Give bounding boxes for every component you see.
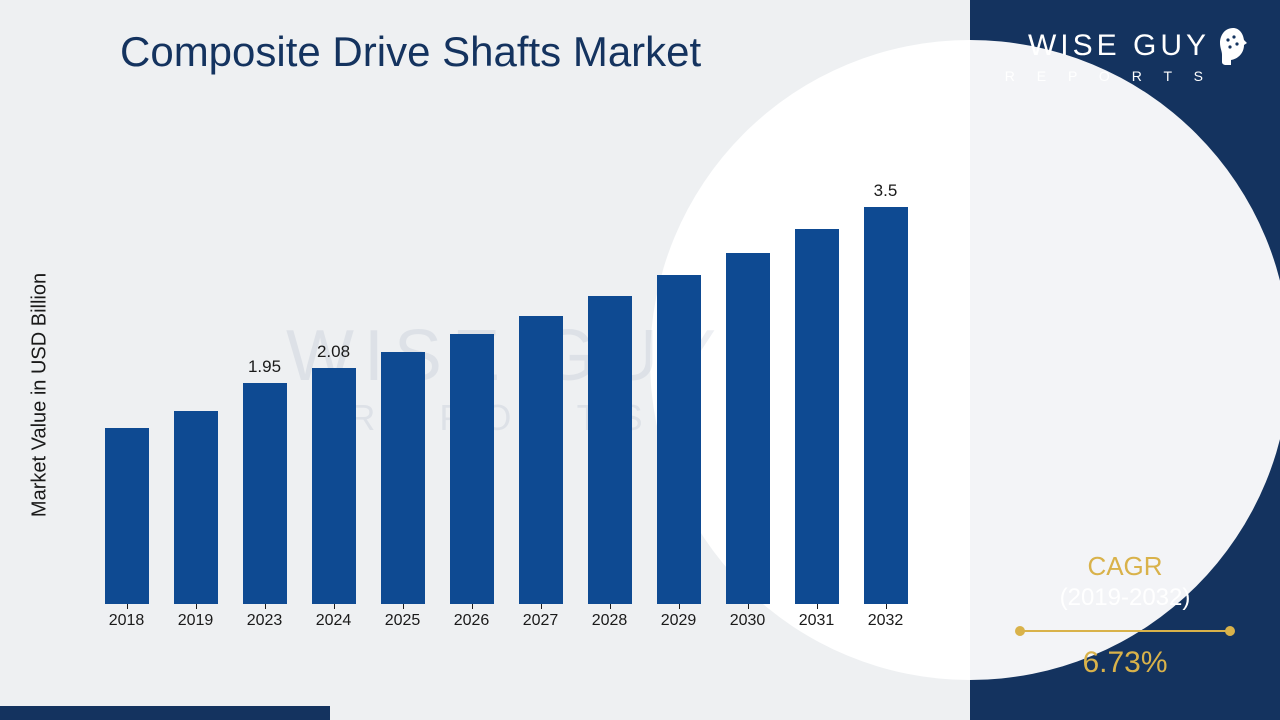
x-axis-label: 2026	[437, 604, 506, 640]
page-root: Composite Drive Shafts Market WISE GUY R…	[0, 0, 1280, 720]
bar	[450, 334, 494, 604]
bottom-accent-bar	[0, 706, 330, 720]
logo-main-row: WISE GUY	[1005, 26, 1250, 66]
brand-logo: WISE GUY R E P O R T S	[1005, 26, 1250, 84]
x-axis-label: 2028	[575, 604, 644, 640]
bar	[243, 383, 287, 604]
bar-value-label: 1.95	[248, 357, 281, 377]
x-axis-label: 2018	[92, 604, 161, 640]
bar	[588, 296, 632, 604]
x-axis-label: 2023	[230, 604, 299, 640]
bar	[657, 275, 701, 604]
bar-slot: 1.95	[230, 150, 299, 604]
bar-slot	[437, 150, 506, 604]
bar	[381, 352, 425, 604]
bar-slot	[92, 150, 161, 604]
cagr-divider	[1020, 630, 1230, 632]
x-axis-label: 2024	[299, 604, 368, 640]
x-axis-label: 2019	[161, 604, 230, 640]
bar	[726, 253, 770, 604]
x-axis-label: 2029	[644, 604, 713, 640]
x-axis-label: 2030	[713, 604, 782, 640]
x-axis-label: 2025	[368, 604, 437, 640]
bar-slot	[575, 150, 644, 604]
bar	[864, 207, 908, 604]
logo-sub-text: R E P O R T S	[1005, 68, 1250, 84]
x-axis-label: 2032	[851, 604, 920, 640]
bar-slot	[782, 150, 851, 604]
bar-slot: 2.08	[299, 150, 368, 604]
bar	[519, 316, 563, 604]
plot-region: WISE GUY REPORTS 1.952.083.5	[92, 150, 920, 604]
bar-slot: 3.5	[851, 150, 920, 604]
x-axis-label: 2027	[506, 604, 575, 640]
chart-area: Market Value in USD Billion WISE GUY REP…	[40, 150, 920, 640]
y-axis-label-text: Market Value in USD Billion	[29, 273, 52, 517]
head-icon	[1216, 26, 1250, 66]
cagr-block: CAGR (2019-2032) 6.73%	[1000, 551, 1250, 680]
bar	[795, 229, 839, 604]
bar	[105, 428, 149, 604]
cagr-label: CAGR	[1000, 551, 1250, 582]
bar-slot	[644, 150, 713, 604]
bar-value-label: 3.5	[874, 181, 898, 201]
chart-title: Composite Drive Shafts Market	[120, 28, 701, 76]
bars-container: 1.95 2.08 3.5	[92, 150, 920, 604]
bar-slot	[506, 150, 575, 604]
bar-slot	[713, 150, 782, 604]
x-axis-label: 2031	[782, 604, 851, 640]
bar-value-label: 2.08	[317, 342, 350, 362]
bar	[312, 368, 356, 604]
cagr-period: (2019-2032)	[1000, 584, 1250, 612]
bar-slot	[161, 150, 230, 604]
bar	[174, 411, 218, 604]
logo-main-text: WISE GUY	[1028, 29, 1210, 63]
x-axis: 2018201920232024202520262027202820292030…	[92, 604, 920, 640]
bar-slot	[368, 150, 437, 604]
cagr-value: 6.73%	[1000, 646, 1250, 680]
